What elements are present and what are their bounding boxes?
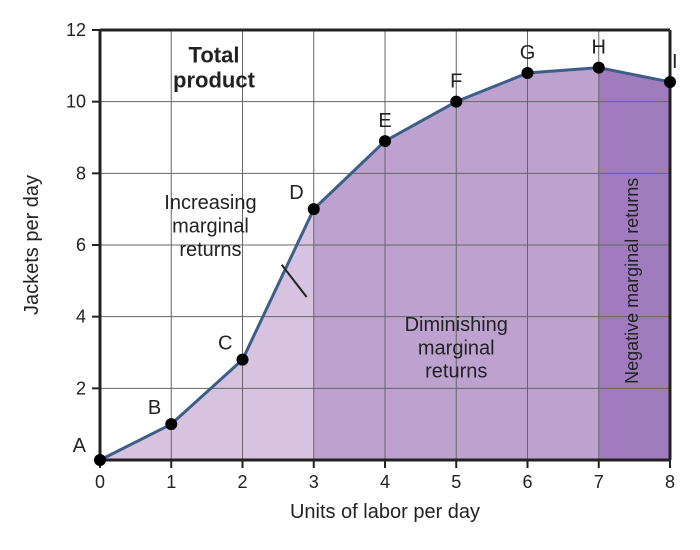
point-label: I	[672, 51, 678, 73]
diminishing-label: Diminishing	[405, 314, 508, 336]
x-tick-label: 2	[237, 472, 247, 492]
negative-label: Negative marginal returns	[622, 178, 642, 384]
increasing-label: Increasing	[164, 192, 256, 214]
total-product-chart: 01234567824681012Units of labor per dayJ…	[0, 0, 700, 550]
point-label: D	[289, 182, 303, 204]
y-tick-label: 12	[66, 20, 86, 40]
data-point	[308, 203, 320, 215]
x-axis-label: Units of labor per day	[290, 501, 480, 523]
data-point	[593, 62, 605, 74]
point-label: E	[378, 110, 391, 132]
increasing-label: marginal	[172, 215, 249, 237]
y-axis-label: Jackets per day	[21, 175, 43, 315]
y-tick-label: 6	[76, 235, 86, 255]
total-product-label: Total	[189, 42, 240, 67]
x-tick-label: 6	[522, 472, 532, 492]
data-point	[237, 354, 249, 366]
point-label: G	[520, 42, 536, 64]
data-point	[379, 135, 391, 147]
diminishing-label: returns	[425, 361, 487, 383]
data-point	[165, 418, 177, 430]
data-point	[664, 76, 676, 88]
y-tick-label: 10	[66, 92, 86, 112]
point-label: A	[73, 435, 87, 457]
point-label: C	[218, 333, 232, 355]
y-tick-label: 2	[76, 378, 86, 398]
chart-svg: 01234567824681012Units of labor per dayJ…	[0, 0, 700, 550]
data-point	[522, 67, 534, 79]
x-tick-label: 3	[309, 472, 319, 492]
y-tick-label: 4	[76, 307, 86, 327]
diminishing-label: marginal	[418, 337, 495, 359]
x-tick-label: 5	[451, 472, 461, 492]
point-label: F	[450, 71, 462, 93]
point-label: B	[148, 397, 161, 419]
x-tick-label: 7	[594, 472, 604, 492]
total-product-label: product	[173, 67, 256, 92]
data-point	[450, 96, 462, 108]
y-tick-label: 8	[76, 163, 86, 183]
x-tick-label: 8	[665, 472, 675, 492]
x-tick-label: 1	[166, 472, 176, 492]
point-label: H	[592, 37, 606, 59]
data-point	[94, 454, 106, 466]
increasing-label: returns	[179, 239, 241, 261]
x-tick-label: 4	[380, 472, 390, 492]
x-tick-label: 0	[95, 472, 105, 492]
